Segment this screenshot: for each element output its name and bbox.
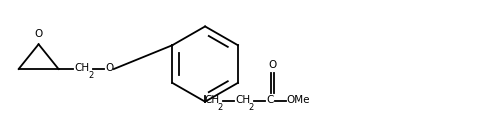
Text: OMe: OMe [287,95,311,105]
Text: CH: CH [235,95,250,105]
Text: O: O [34,29,43,39]
Text: CH: CH [204,95,219,105]
Text: CH: CH [74,63,90,73]
Text: 2: 2 [217,103,223,112]
Text: O: O [268,60,276,70]
Text: 2: 2 [248,103,254,112]
Text: C: C [266,95,273,105]
Text: 2: 2 [88,71,93,80]
Text: O: O [105,63,114,73]
